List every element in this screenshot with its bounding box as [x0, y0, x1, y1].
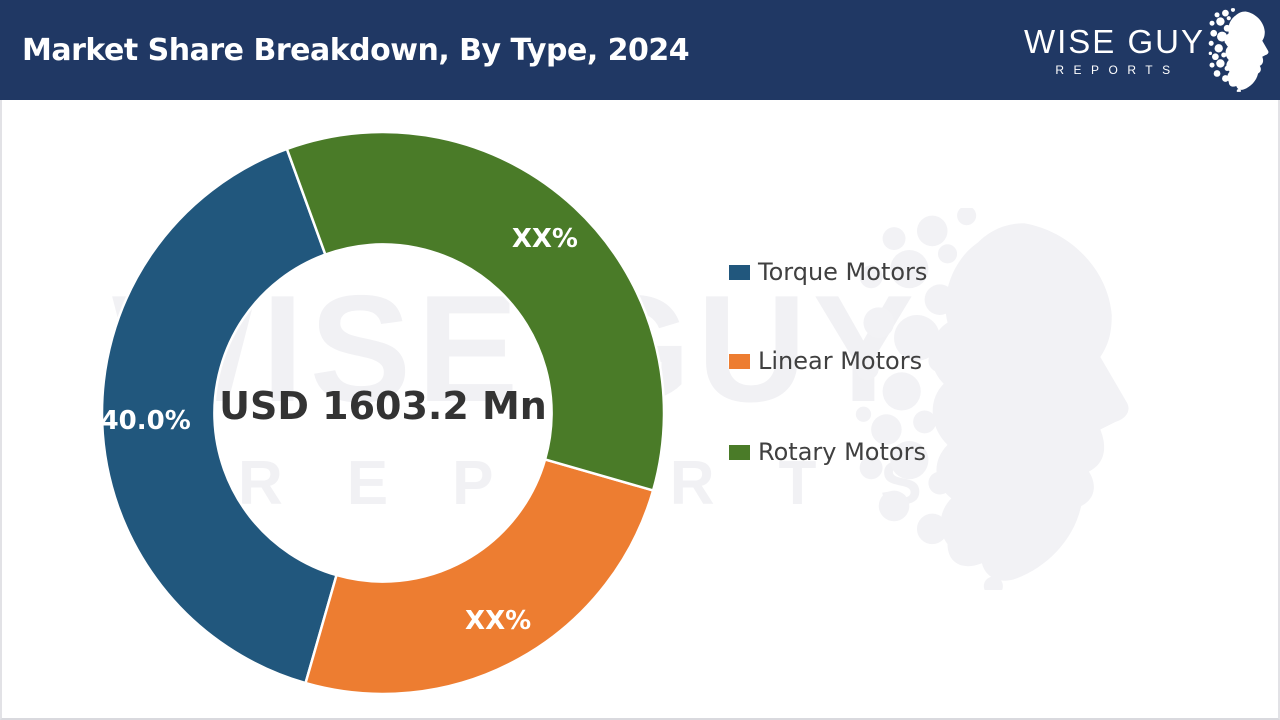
slice-label-torque-motors: 40.0% [100, 406, 191, 437]
legend-item-linear-motors: Linear Motors [729, 346, 922, 376]
legend-item-rotary-motors: Rotary Motors [729, 437, 926, 467]
chart-title: Market Share Breakdown, By Type, 2024 [22, 32, 690, 68]
header-bar: Market Share Breakdown, By Type, 2024 WI… [0, 0, 1280, 100]
donut-slice-torque-motors [100, 147, 338, 685]
legend-label-torque-motors: Torque Motors [758, 258, 928, 286]
slice-label-linear-motors: XX% [465, 605, 532, 636]
slice-label-rotary-motors: XX% [511, 224, 578, 255]
legend-swatch-rotary-motors [729, 444, 750, 460]
donut-chart [100, 130, 666, 696]
legend-label-linear-motors: Linear Motors [758, 347, 923, 375]
donut-center-value: USD 1603.2 Mn [219, 384, 547, 428]
wise-guy-logo: WISE GUY REPORTS [1024, 8, 1274, 92]
legend-label-rotary-motors: Rotary Motors [758, 438, 926, 466]
wise-guy-logo-face-icon [1207, 8, 1274, 92]
logo-line1: WISE GUY [1023, 22, 1205, 60]
wise-guy-logo-text: WISE GUY REPORTS [1023, 22, 1205, 77]
logo-line2: REPORTS [1055, 62, 1180, 77]
legend-swatch-linear-motors [729, 353, 750, 369]
legend-item-torque-motors: Torque Motors [729, 257, 927, 287]
donut-slice-linear-motors [304, 458, 655, 696]
donut-slice-rotary-motors [285, 130, 666, 492]
legend-swatch-torque-motors [729, 264, 750, 280]
